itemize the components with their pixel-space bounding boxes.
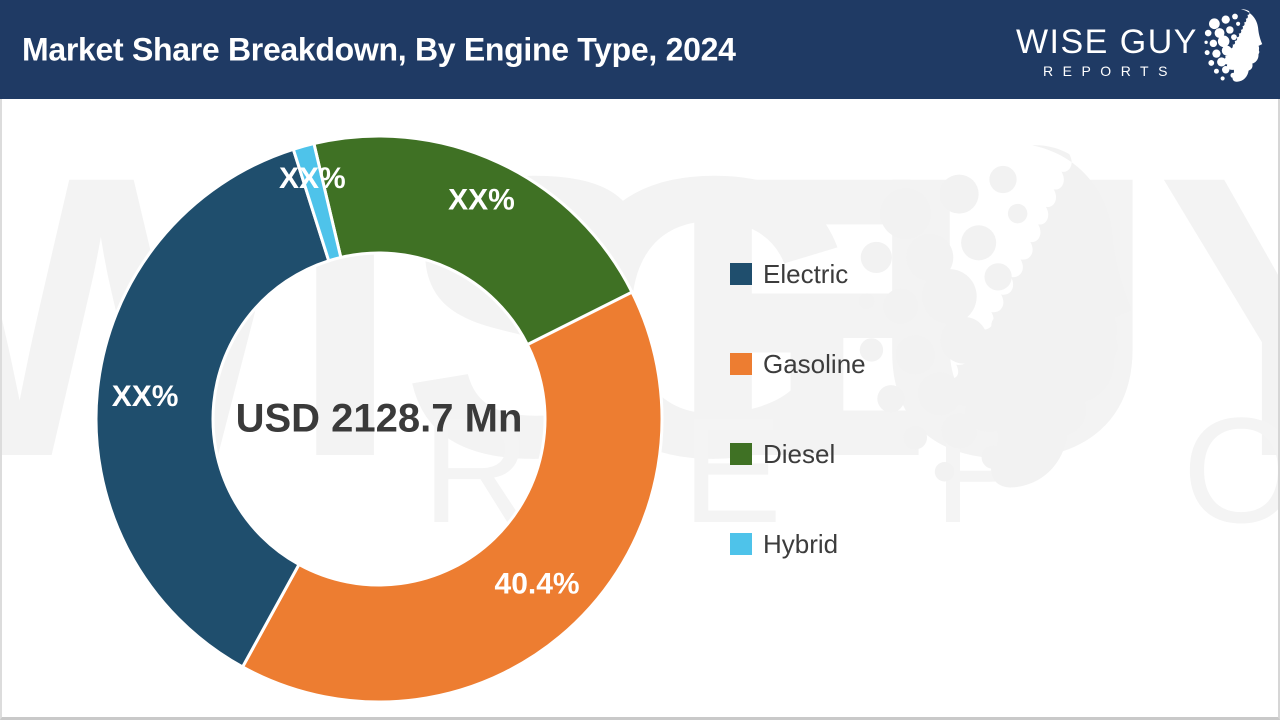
page-title: Market Share Breakdown, By Engine Type, …	[22, 31, 736, 67]
legend-swatch-gasoline	[730, 353, 752, 375]
legend-swatch-diesel	[730, 443, 752, 465]
legend-label-gasoline: Gasoline	[763, 348, 866, 379]
legend: Electric Gasoline Diesel Hybrid	[730, 259, 866, 622]
header-bar: Market Share Breakdown, By Engine Type, …	[0, 0, 1280, 99]
slice-label-diesel: XX%	[448, 184, 515, 217]
brand-name: WISE GUY	[1015, 23, 1198, 62]
chart-area: WISE GUY R E P O R T S XX%40.4%XX%XX% US…	[0, 99, 1280, 720]
legend-label-electric: Electric	[763, 258, 849, 289]
slice-diesel	[312, 134, 635, 347]
watermark-guy: GUY	[557, 99, 1278, 540]
slice-label-hybrid: XX%	[279, 162, 346, 195]
legend-item-gasoline: Gasoline	[730, 349, 866, 379]
brand-reports: REPORTS	[1043, 62, 1177, 79]
legend-item-hybrid: Hybrid	[730, 529, 866, 559]
legend-label-hybrid: Hybrid	[763, 528, 839, 559]
brand-logo: WISE GUY REPORTS	[1016, 4, 1268, 93]
legend-item-electric: Electric	[730, 259, 866, 289]
slice-hybrid	[291, 141, 343, 263]
legend-swatch-electric	[730, 263, 752, 285]
legend-label-diesel: Diesel	[763, 438, 836, 469]
brand-head-icon	[1202, 4, 1268, 93]
donut-chart: XX% 40.4% XX% XX%	[94, 134, 664, 704]
slice-label-gasoline: 40.4%	[495, 567, 580, 600]
slice-electric	[94, 147, 331, 669]
watermark-head-icon	[847, 121, 1159, 540]
legend-item-diesel: Diesel	[730, 439, 866, 469]
legend-swatch-hybrid	[730, 533, 752, 555]
brand-text: WISE GUY REPORTS	[1015, 23, 1198, 79]
slice-gasoline	[240, 290, 664, 704]
slice-label-electric: XX%	[112, 380, 179, 413]
center-value: USD 2128.7 Mn	[235, 396, 523, 441]
